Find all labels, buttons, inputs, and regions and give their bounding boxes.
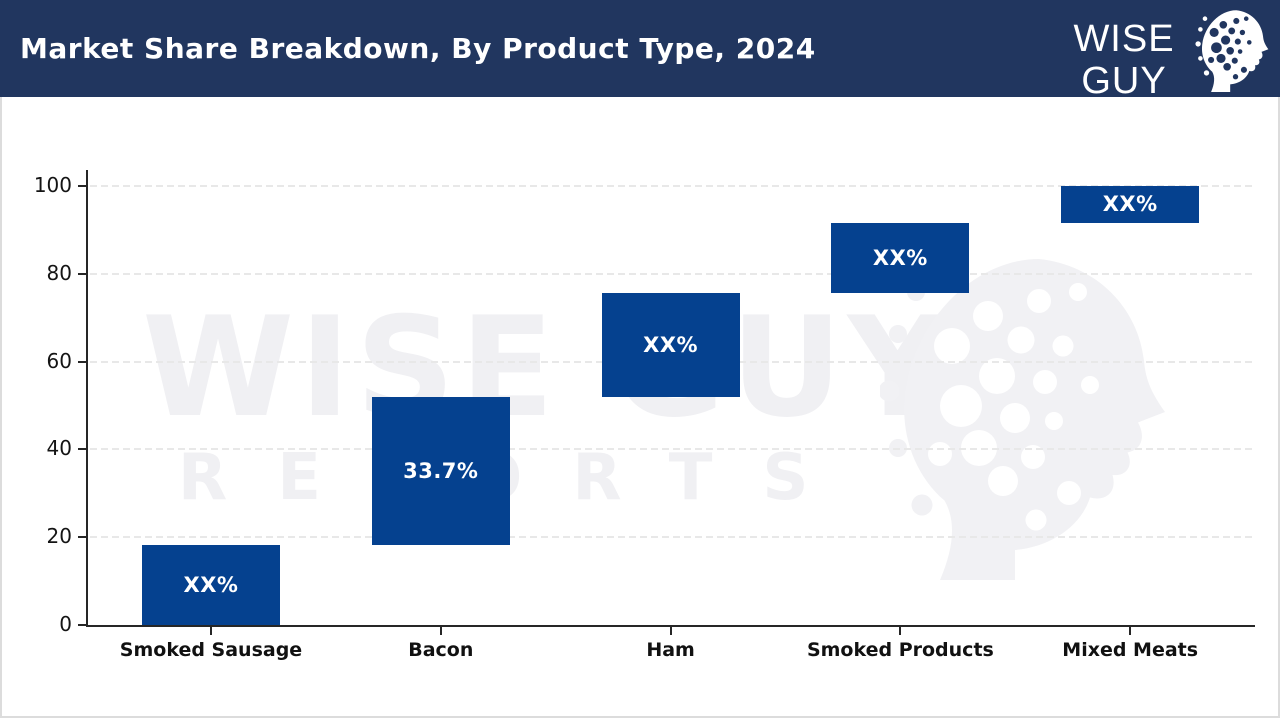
x-axis-spine bbox=[86, 625, 1255, 627]
logo-text: WISE GUY REPORTS bbox=[1035, 18, 1213, 121]
y-tick-label-40: 40 bbox=[46, 436, 72, 461]
y-tick-60 bbox=[78, 360, 86, 363]
y-tick-40 bbox=[78, 448, 86, 451]
bar-ham: XX% bbox=[601, 292, 740, 397]
y-tick-80 bbox=[78, 272, 86, 275]
watermark-head-icon bbox=[880, 259, 1165, 580]
x-tick-mixed-meats bbox=[1129, 627, 1132, 635]
x-label-smoked-products: Smoked Products bbox=[806, 639, 994, 661]
logo-subtitle: REPORTS bbox=[1050, 103, 1208, 120]
page-edge-right bbox=[1278, 97, 1280, 718]
y-tick-20 bbox=[78, 536, 86, 539]
x-label-smoked-sausage: Smoked Sausage bbox=[119, 639, 303, 661]
y-tick-100 bbox=[78, 185, 86, 187]
bar-value-label-smoked-products: XX% bbox=[872, 245, 928, 270]
bar-value-label-bacon: 33.7% bbox=[403, 458, 479, 483]
bar-value-label-mixed-meats: XX% bbox=[1102, 192, 1158, 217]
bar-mixed-meats: XX% bbox=[1061, 186, 1200, 223]
page-edge-bottom bbox=[0, 716, 1280, 718]
x-label-mixed-meats: Mixed Meats bbox=[1062, 639, 1199, 661]
header-band: Market Share Breakdown, By Product Type,… bbox=[0, 0, 1280, 120]
y-tick-label-20: 20 bbox=[46, 524, 72, 549]
y-tick-label-60: 60 bbox=[46, 348, 72, 373]
x-tick-smoked-sausage bbox=[210, 627, 212, 635]
y-tick-label-100: 100 bbox=[33, 173, 72, 197]
bar-value-label-smoked-sausage: XX% bbox=[183, 572, 239, 597]
gridline-40 bbox=[90, 448, 1253, 451]
bar-value-label-ham: XX% bbox=[643, 332, 699, 357]
wise-guy-reports-logo: WISE GUY REPORTS bbox=[1035, 8, 1270, 120]
x-tick-bacon bbox=[439, 627, 442, 635]
x-tick-ham bbox=[669, 627, 672, 635]
y-axis-spine bbox=[86, 170, 88, 627]
x-tick-smoked-products bbox=[899, 627, 902, 635]
watermark-subtitle: REPORTS bbox=[178, 441, 859, 515]
gridline-100 bbox=[90, 185, 1253, 187]
page-title: Market Share Breakdown, By Product Type,… bbox=[20, 32, 816, 65]
bar-bacon: 33.7% bbox=[371, 396, 510, 545]
y-tick-label-0: 0 bbox=[59, 612, 72, 636]
gridline-20 bbox=[90, 536, 1253, 539]
watermark-wordmark: WISE GUY bbox=[142, 287, 953, 448]
bar-smoked-products: XX% bbox=[831, 222, 970, 293]
y-tick-0 bbox=[78, 624, 86, 626]
x-label-bacon: Bacon bbox=[408, 639, 474, 661]
page-edge-left bbox=[0, 97, 2, 718]
bar-smoked-sausage: XX% bbox=[142, 544, 280, 625]
dotted-head-icon bbox=[1195, 10, 1269, 92]
x-label-ham: Ham bbox=[646, 639, 695, 661]
logo-wordmark: WISE GUY bbox=[1073, 18, 1175, 102]
gridline-80 bbox=[90, 272, 1253, 275]
y-tick-label-80: 80 bbox=[46, 260, 72, 285]
